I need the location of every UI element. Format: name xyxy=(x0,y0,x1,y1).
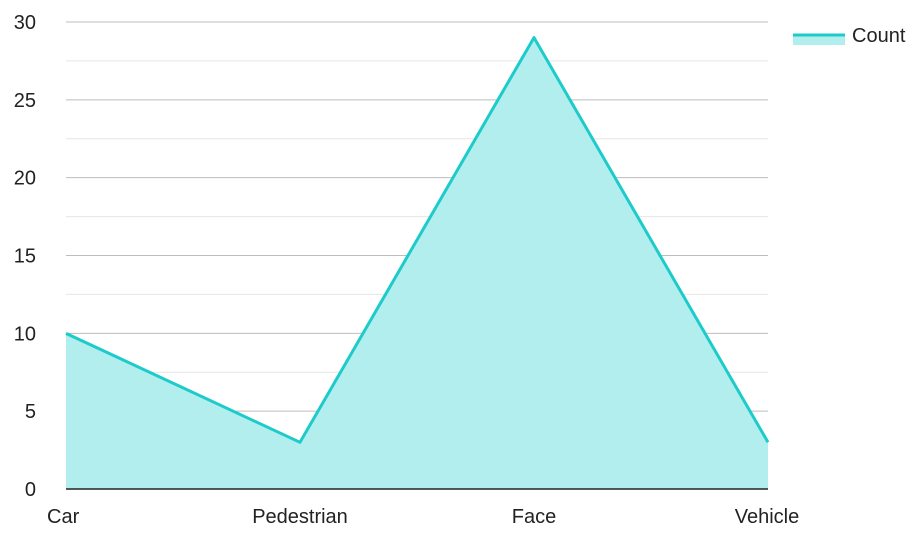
series-area-fill xyxy=(66,38,768,489)
y-tick-label: 30 xyxy=(14,12,36,34)
y-tick-label: 0 xyxy=(25,479,36,501)
y-tick-label: 25 xyxy=(14,90,36,112)
x-tick-label: Pedestrian xyxy=(252,506,348,528)
x-tick-label: Vehicle xyxy=(735,506,800,528)
x-tick-label: Car xyxy=(47,506,80,528)
legend-label-count: Count xyxy=(852,25,906,47)
x-tick-label: Face xyxy=(512,506,556,528)
y-tick-label: 10 xyxy=(14,323,36,345)
legend: Count xyxy=(793,25,906,47)
series-area-group xyxy=(66,38,768,489)
y-tick-label: 5 xyxy=(25,401,36,423)
x-axis-tick-labels: Car Pedestrian Face Vehicle xyxy=(47,506,799,528)
y-tick-label: 20 xyxy=(14,168,36,190)
y-tick-label: 15 xyxy=(14,246,36,268)
y-axis-tick-labels: 0 5 10 15 20 25 30 xyxy=(14,12,36,501)
